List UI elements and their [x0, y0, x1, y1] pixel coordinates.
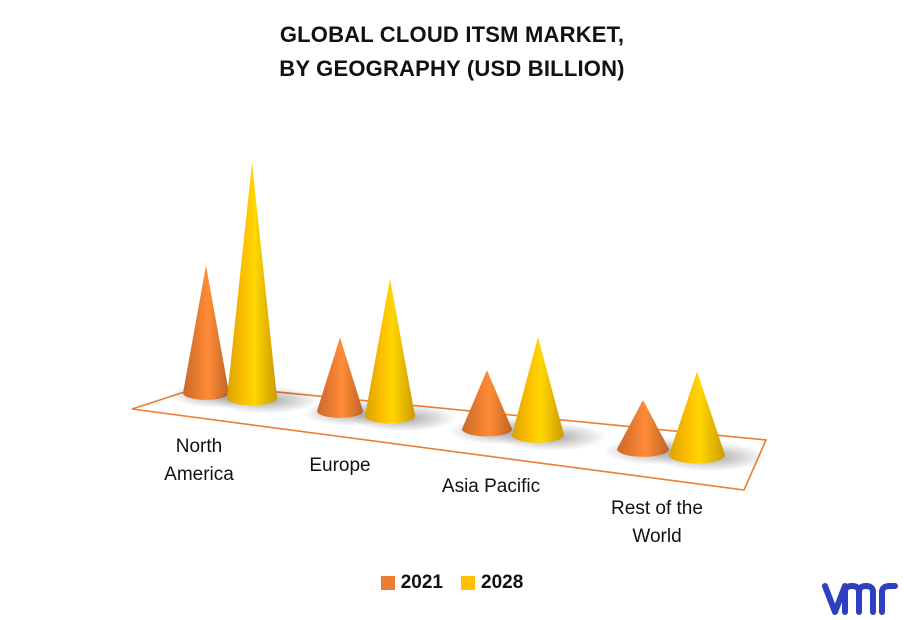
- legend-item-2021: 2021: [380, 572, 443, 594]
- cone-north-america-2028: [227, 162, 277, 406]
- legend-item-2028: 2028: [461, 572, 523, 594]
- legend-swatch-2021: [380, 576, 395, 590]
- legend-label-2021: 2021: [400, 572, 443, 593]
- chart-legend: 2021 2028: [0, 572, 904, 594]
- category-label-3: Rest of the World: [611, 498, 703, 547]
- cone-rest-of-the-world-2021: [617, 400, 669, 457]
- legend-swatch-2028: [461, 576, 475, 590]
- chart-title-line1: GLOBAL CLOUD ITSM MARKET,: [279, 22, 625, 47]
- cone-europe-2028: [365, 278, 415, 424]
- cone-asia-pacific-2028: [512, 337, 564, 443]
- vmr-logo: [822, 583, 898, 615]
- cone-north-america-2021: [183, 265, 229, 400]
- category-label-2: Asia Pacific: [442, 476, 540, 497]
- cone-europe-2021: [317, 337, 363, 418]
- chart-title-line2: BY GEOGRAPHY (USD BILLION): [279, 56, 625, 81]
- cone-asia-pacific-2021: [462, 370, 512, 437]
- category-label-0: North America: [164, 436, 234, 485]
- legend-label-2028: 2028: [481, 572, 524, 593]
- category-label-1: Europe: [309, 455, 370, 476]
- cone-rest-of-the-world-2028: [669, 371, 725, 464]
